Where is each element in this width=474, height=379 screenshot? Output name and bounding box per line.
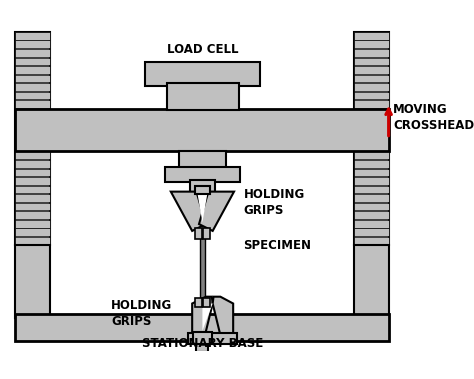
Bar [165,167,240,182]
Bar [15,75,50,82]
Text: LOAD CELL: LOAD CELL [167,42,238,55]
Bar [203,229,210,239]
Text: STATIONARY BASE: STATIONARY BASE [142,337,263,350]
Bar [15,117,50,125]
Text: MOVING
CROSSHEAD: MOVING CROSSHEAD [393,103,474,132]
Bar [15,220,50,227]
Polygon shape [199,192,234,231]
Bar [15,126,50,133]
Bar [355,211,389,219]
Bar [190,180,215,193]
Bar [145,62,261,86]
Bar [15,177,50,185]
Bar [355,177,389,185]
Text: HOLDING
GRIPS: HOLDING GRIPS [111,299,172,328]
Polygon shape [192,297,213,335]
Bar [15,211,50,219]
Bar [355,203,389,210]
Bar [15,246,50,318]
Polygon shape [197,193,208,222]
Bar [355,109,389,116]
Text: SPECIMEN: SPECIMEN [244,239,311,252]
Bar [15,32,50,40]
Bar [355,220,389,227]
Bar [15,83,50,91]
Bar [15,109,50,116]
Bar [355,186,389,193]
Bar [15,229,50,236]
Bar [203,298,210,307]
Bar [195,229,201,239]
Bar [15,100,50,108]
Bar [355,194,389,202]
Bar [15,314,389,341]
Bar [15,92,50,99]
Bar [15,237,50,244]
Bar [15,152,50,159]
Bar [355,66,389,74]
Bar [355,126,389,133]
Bar [15,66,50,74]
Bar [355,58,389,65]
Bar [15,169,50,176]
Bar [188,334,237,344]
Bar [355,152,389,159]
Bar [15,49,50,57]
Bar [355,143,389,150]
Bar [355,229,389,236]
Bar [355,32,389,40]
Polygon shape [213,297,233,335]
Bar [15,186,50,193]
Bar [355,32,389,246]
Bar [355,117,389,125]
Bar [355,100,389,108]
Bar [355,135,389,142]
Polygon shape [202,304,213,331]
Bar [15,32,50,246]
Bar [195,298,201,307]
Bar [15,160,50,168]
Bar [193,332,212,344]
Bar [355,83,389,91]
Bar [195,186,210,194]
Bar [355,75,389,82]
Bar [355,92,389,99]
Bar [15,203,50,210]
Bar [179,152,226,170]
Bar [15,41,50,48]
Text: HOLDING
GRIPS: HOLDING GRIPS [244,188,305,217]
Bar [355,246,389,318]
Bar [15,58,50,65]
Bar [15,194,50,202]
Polygon shape [171,192,206,231]
Bar [355,41,389,48]
Bar [355,237,389,244]
Bar [196,344,209,352]
Bar [355,49,389,57]
Bar [355,169,389,176]
Bar [200,237,205,298]
Bar [15,143,50,150]
Bar [355,160,389,168]
Bar [166,83,239,111]
Bar [15,109,389,152]
Bar [15,135,50,142]
